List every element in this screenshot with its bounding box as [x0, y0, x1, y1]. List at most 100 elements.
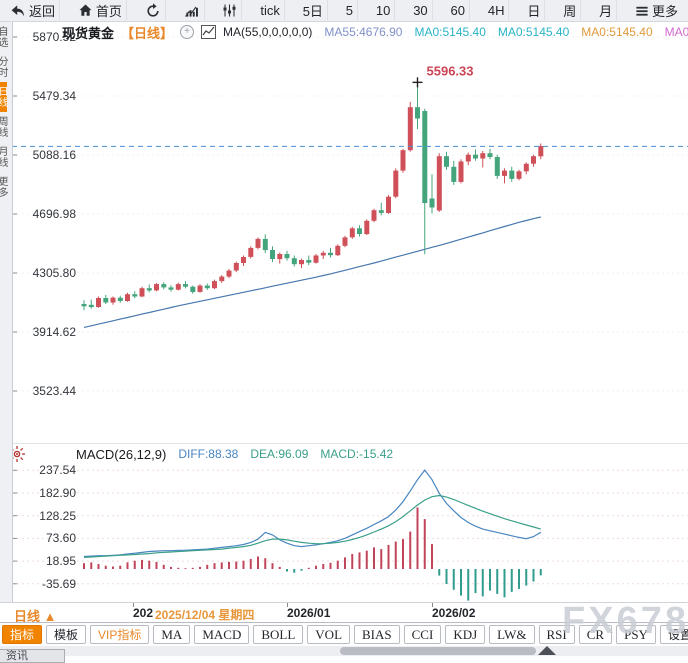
- price-axis-label: 5088.16: [32, 148, 76, 162]
- macd-chart[interactable]: [12, 446, 688, 602]
- macd-axis-label: 18.95: [45, 554, 76, 569]
- period-tag: 【日线】: [121, 25, 174, 41]
- date-axis-row: 日线 ▲ 202 2025/12/04 星期四 2026/01 2026/02: [0, 602, 688, 624]
- ma-values: MA(55,0,0,0,0,0) MA55:4676.90 MA0:5145.40 M…: [223, 25, 688, 39]
- toolbar-item-30[interactable]: 30: [409, 0, 433, 22]
- mini-chart-icon[interactable]: [201, 25, 217, 39]
- toolbar-item-周[interactable]: 周: [559, 0, 582, 22]
- news-tab-label: 资讯: [6, 650, 28, 662]
- ma-value-label: MA0:5145.40: [414, 25, 486, 39]
- indicator-button-CR[interactable]: CR: [578, 625, 613, 644]
- ma-value-label: MA(55,0,0,0,0,0): [223, 25, 313, 39]
- back-arrow-icon: [10, 3, 26, 19]
- toolbar-item-label: 日: [527, 4, 541, 19]
- toolbar-item-label: 10: [375, 3, 391, 18]
- month-label: 2026/01: [287, 606, 331, 620]
- indicator-button-LW&[interactable]: LW&: [489, 625, 535, 644]
- toolbar-item-tick[interactable]: tick: [256, 0, 285, 22]
- panel-divider: [12, 443, 688, 444]
- indicator-button-PSY[interactable]: PSY: [616, 625, 656, 644]
- home-icon: [78, 3, 93, 18]
- ma-value-label: MA0:5145.40: [664, 25, 688, 39]
- toolbar-item-sliders-icon[interactable]: [218, 0, 243, 22]
- toolbar-item-首页[interactable]: 首页: [74, 0, 127, 22]
- toolbar-item-label: 周: [563, 4, 577, 19]
- macd-axis-label: 73.60: [45, 531, 76, 546]
- sidebar-tab-周线[interactable]: 周线: [0, 116, 7, 138]
- symbol-name: 现货黄金: [62, 25, 115, 41]
- indicator-button-BIAS[interactable]: BIAS: [354, 625, 400, 644]
- indicator-button-VIP指标[interactable]: VIP指标: [90, 625, 150, 644]
- toolbar-item-refresh-icon[interactable]: [141, 0, 166, 22]
- price-axis-label: 5870.52: [32, 30, 76, 44]
- top-toolbar: 返回 首页 tick 5日 5 10 30 60 4H 日 周 月 更多: [0, 0, 688, 22]
- indicator-button-RSI[interactable]: RSI: [538, 625, 575, 644]
- date-tick: [287, 603, 288, 607]
- price-axis-label: 3523.44: [32, 384, 76, 398]
- toolbar-item-返回[interactable]: 返回: [6, 0, 61, 22]
- horizontal-scrollbar[interactable]: [0, 646, 688, 656]
- indicator-button-设置[interactable]: 设置: [659, 625, 688, 644]
- hamburger-icon: [635, 4, 649, 18]
- indicator-button-模板[interactable]: 模板: [46, 625, 87, 644]
- toolbar-item-label: 4H: [487, 3, 505, 18]
- indicator-button-VOL[interactable]: VOL: [307, 625, 351, 644]
- sidebar-tab-更多[interactable]: 更多: [0, 176, 7, 198]
- watermark-logo: FX678: [562, 600, 688, 642]
- toolbar-item-日[interactable]: 日: [523, 0, 546, 22]
- sidebar-tab-分时[interactable]: 分时: [0, 56, 7, 78]
- macd-title: MACD(26,12,9): [76, 447, 167, 462]
- indicator-button-BOLL[interactable]: BOLL: [253, 625, 304, 644]
- toolbar-item-label: 月: [599, 4, 613, 19]
- toolbar-item-label: 首页: [95, 4, 122, 19]
- date-tick: [133, 603, 134, 607]
- svg-text:5596.33: 5596.33: [427, 63, 474, 78]
- toolbar-item-label: 60: [450, 3, 465, 18]
- toolbar-item-月[interactable]: 月: [595, 0, 618, 22]
- toolbar-item-label: 返回: [29, 4, 56, 19]
- macd-header: MACD(26,12,9) DIFF:88.38 DEA:96.09 MACD:…: [76, 447, 393, 462]
- macd-axis-label: 128.25: [39, 508, 76, 523]
- indicator-button-指标[interactable]: 指标: [2, 625, 43, 644]
- toolbar-item-10[interactable]: 10: [372, 0, 396, 22]
- indicator-button-CCI[interactable]: CCI: [403, 625, 442, 644]
- toolbar-item-更多[interactable]: 更多: [631, 0, 682, 22]
- indicator-button-MA[interactable]: MA: [153, 625, 191, 644]
- date-tick: [432, 603, 433, 607]
- toolbar-item-label: 30: [413, 3, 428, 18]
- toolbar-item-5[interactable]: 5: [342, 0, 359, 22]
- scrollbar-thumb[interactable]: [340, 647, 536, 655]
- candlestick-chart[interactable]: 5596.33: [12, 30, 688, 442]
- price-axis-label: 4696.98: [32, 207, 76, 221]
- price-axis-label: 4305.80: [32, 266, 76, 280]
- macd-axis-label: -35.69: [41, 576, 76, 591]
- indicator-button-MACD[interactable]: MACD: [194, 625, 250, 644]
- refresh-icon: [145, 2, 161, 19]
- macd-hist-value: MACD:-15.42: [320, 447, 394, 461]
- sidebar-tab-自选[interactable]: 自选: [0, 26, 7, 48]
- indicator-settings-icon[interactable]: +: [180, 25, 195, 39]
- sidebar-tab-日线[interactable]: 日线: [0, 82, 7, 112]
- indicator-button-KDJ[interactable]: KDJ: [445, 625, 486, 644]
- toolbar-item-label: 5日: [302, 4, 323, 19]
- macd-diff-value: DIFF:88.38: [178, 447, 239, 461]
- ma-value-label: MA0:5145.40: [497, 25, 570, 39]
- sliders-icon: [222, 3, 237, 18]
- bar-chart-icon: [184, 3, 200, 19]
- toolbar-item-label: 5: [345, 3, 354, 18]
- cursor-date-label: 2025/12/04 星期四: [155, 606, 255, 623]
- left-sidebar: 自选分时日线周线月线更多: [0, 22, 13, 602]
- macd-axis-label: 182.90: [39, 486, 76, 500]
- toolbar-item-label: tick: [260, 3, 280, 18]
- toolbar-item-4H[interactable]: 4H: [484, 0, 510, 22]
- month-label: 2026/02: [432, 606, 476, 620]
- collapse-arrow-icon[interactable]: [538, 646, 556, 655]
- macd-axis-label: 237.54: [39, 463, 76, 478]
- period-selector[interactable]: 日线 ▲: [14, 609, 57, 624]
- chart-header: 现货黄金 【日线】 + MA(55,0,0,0,0,0) MA55:4676.90…: [62, 24, 688, 41]
- sidebar-tab-月线[interactable]: 月线: [0, 146, 7, 168]
- toolbar-item-60[interactable]: 60: [447, 0, 470, 22]
- toolbar-item-5日[interactable]: 5日: [299, 0, 328, 22]
- toolbar-item-bar-chart-icon[interactable]: [180, 0, 205, 22]
